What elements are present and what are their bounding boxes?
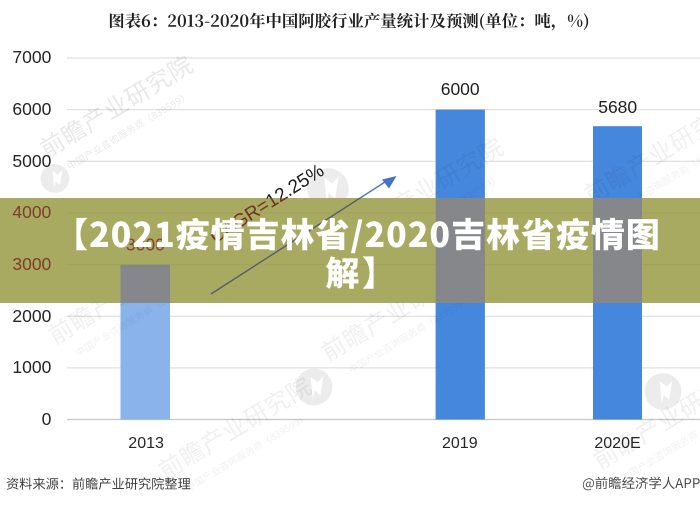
svg-text:4000: 4000	[12, 202, 51, 222]
svg-text:3000: 3000	[12, 254, 51, 274]
